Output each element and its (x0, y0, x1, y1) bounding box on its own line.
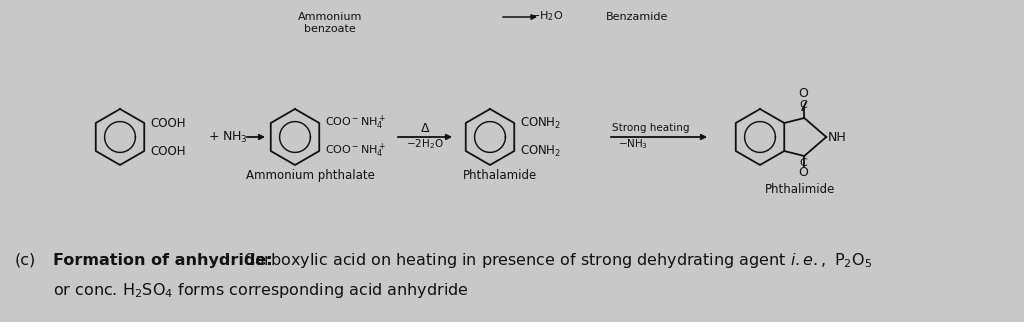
Text: O: O (799, 87, 808, 100)
Text: $-$NH$_3$: $-$NH$_3$ (618, 137, 648, 151)
Text: NH: NH (828, 130, 847, 144)
Text: Formation of anhydride:: Formation of anhydride: (53, 252, 272, 268)
Text: C: C (800, 158, 807, 168)
Text: Carboxylic acid on heating in presence of strong dehydrating agent $i.e.,$ P$_2$: Carboxylic acid on heating in presence o… (243, 251, 872, 270)
Text: COO$^-$NH$_4^+$: COO$^-$NH$_4^+$ (325, 114, 386, 132)
Text: C: C (800, 100, 807, 110)
Text: CONH$_2$: CONH$_2$ (520, 116, 561, 130)
Text: Ammonium phthalate: Ammonium phthalate (246, 168, 375, 182)
Text: benzoate: benzoate (304, 24, 356, 34)
Text: COOH: COOH (150, 117, 185, 129)
Text: O: O (799, 166, 808, 179)
Text: Phthalimide: Phthalimide (765, 183, 836, 195)
Text: $-$H$_2$O: $-$H$_2$O (530, 9, 563, 23)
Text: COO$^-$NH$_4^+$: COO$^-$NH$_4^+$ (325, 142, 386, 160)
Text: Strong heating: Strong heating (612, 123, 689, 133)
Text: CONH$_2$: CONH$_2$ (520, 143, 561, 158)
Text: (c): (c) (15, 252, 36, 268)
Text: Phthalamide: Phthalamide (463, 168, 538, 182)
Text: Benzamide: Benzamide (606, 12, 669, 22)
Text: or conc. H$_2$SO$_4$ forms corresponding acid anhydride: or conc. H$_2$SO$_4$ forms corresponding… (53, 280, 469, 299)
Text: Ammonium: Ammonium (298, 12, 362, 22)
Text: $-$2H$_2$O: $-$2H$_2$O (407, 137, 443, 151)
Text: COOH: COOH (150, 145, 185, 157)
Text: $\Delta$: $\Delta$ (420, 121, 430, 135)
Text: + NH$_3$: + NH$_3$ (208, 129, 248, 145)
